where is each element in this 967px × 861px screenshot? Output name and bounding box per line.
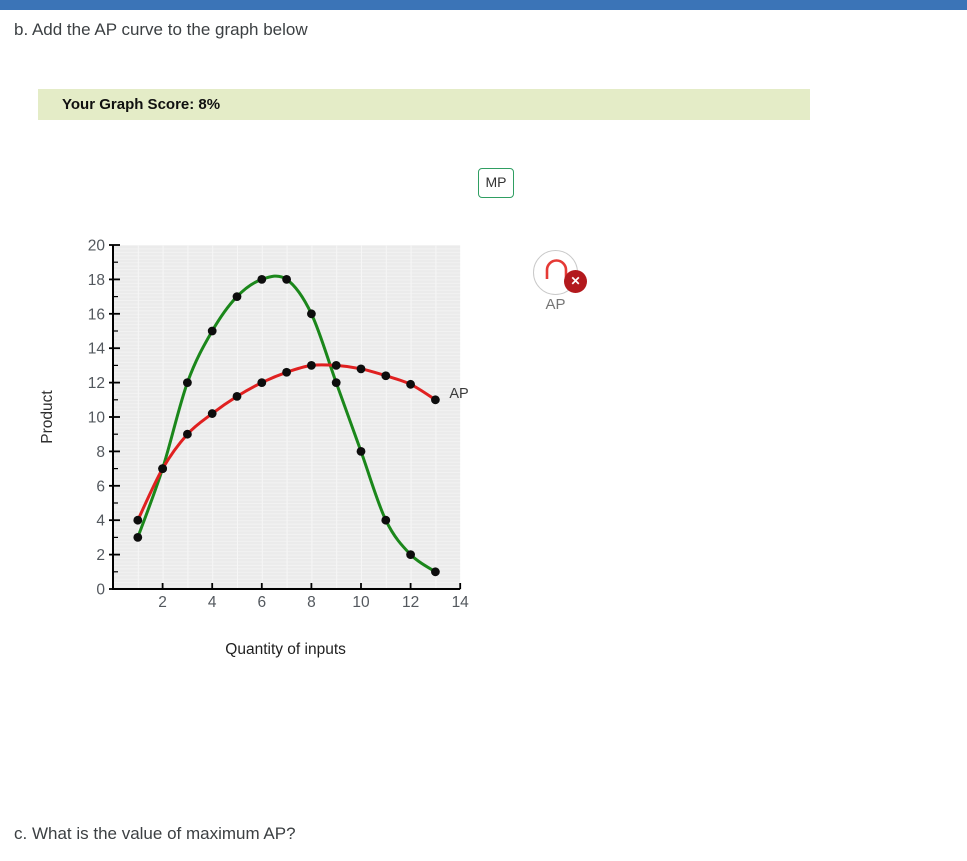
- ap-curve-palette-item[interactable]: ✕ AP: [533, 250, 593, 313]
- svg-text:2: 2: [158, 594, 167, 611]
- mp-curve-point[interactable]: [133, 533, 143, 542]
- ap-curve-point[interactable]: [158, 464, 168, 473]
- svg-text:6: 6: [96, 478, 105, 495]
- arc-icon: [545, 259, 568, 279]
- remove-ap-curve-button[interactable]: ✕: [564, 270, 587, 293]
- mp-curve-point[interactable]: [331, 378, 341, 387]
- svg-text:16: 16: [88, 306, 105, 323]
- top-bar: [0, 0, 967, 10]
- mp-curve-label-chip[interactable]: MP: [478, 168, 514, 198]
- ap-curve-point[interactable]: [282, 367, 291, 377]
- question-c-text: c. What is the value of maximum AP?: [14, 824, 296, 843]
- ap-curve-point[interactable]: [183, 429, 192, 439]
- ap-curve-point[interactable]: [307, 361, 316, 370]
- svg-text:20: 20: [88, 238, 106, 255]
- svg-text:10: 10: [88, 410, 106, 427]
- svg-text:14: 14: [88, 341, 106, 358]
- svg-text:4: 4: [96, 513, 105, 530]
- y-axis: 0 2 4 6 8 10 12 14 16 18 20: [88, 238, 120, 599]
- y-axis-title: Product: [39, 390, 56, 444]
- chart-svg[interactable]: 0 2 4 6 8 10 12 14 16 18 20 2 4 6 8 10 12 14 AP Product Quan…: [30, 235, 490, 670]
- mp-curve-point[interactable]: [381, 515, 391, 525]
- ap-curve-point[interactable]: [431, 395, 440, 405]
- ap-curve-point[interactable]: [331, 361, 341, 370]
- svg-text:12: 12: [402, 594, 419, 611]
- ap-curve-point[interactable]: [232, 391, 242, 401]
- question-b-heading: b. Add the AP curve to the graph below: [14, 20, 308, 39]
- mp-curve-point[interactable]: [257, 275, 267, 284]
- x-axis-title: Quantity of inputs: [225, 641, 346, 658]
- svg-text:6: 6: [257, 594, 266, 611]
- ap-curve-point[interactable]: [381, 371, 391, 381]
- svg-text:8: 8: [96, 444, 105, 461]
- ap-curve-point[interactable]: [133, 515, 143, 525]
- ap-curve-point[interactable]: [406, 379, 415, 389]
- svg-text:8: 8: [307, 594, 316, 611]
- svg-text:18: 18: [88, 272, 105, 289]
- graph-score-banner: Your Graph Score: 8%: [38, 89, 810, 120]
- graph-canvas[interactable]: 0 2 4 6 8 10 12 14 16 18 20 2 4 6 8 10 12 14 AP Product Quan…: [30, 235, 490, 670]
- ap-curve-annotation: AP: [449, 386, 468, 402]
- mp-curve-point[interactable]: [406, 550, 415, 559]
- mp-curve-point[interactable]: [282, 275, 291, 284]
- ap-curve-point[interactable]: [207, 409, 217, 418]
- mp-curve-point[interactable]: [356, 447, 366, 456]
- svg-text:10: 10: [352, 594, 370, 611]
- ap-curve-point[interactable]: [356, 364, 366, 374]
- graph-score-text: Your Graph Score: 8%: [62, 96, 221, 113]
- svg-text:0: 0: [96, 582, 105, 599]
- ap-palette-label: AP: [545, 296, 566, 313]
- svg-text:12: 12: [88, 375, 105, 392]
- svg-text:14: 14: [452, 594, 470, 611]
- mp-curve-point[interactable]: [183, 378, 192, 387]
- mp-curve-point[interactable]: [431, 567, 440, 577]
- mp-curve-point[interactable]: [232, 292, 242, 301]
- plot-area[interactable]: [113, 245, 461, 589]
- mp-curve-point[interactable]: [307, 309, 316, 319]
- ap-curve-point[interactable]: [257, 378, 267, 387]
- mp-curve-point[interactable]: [207, 326, 217, 336]
- svg-text:4: 4: [208, 594, 217, 611]
- svg-text:2: 2: [96, 547, 105, 564]
